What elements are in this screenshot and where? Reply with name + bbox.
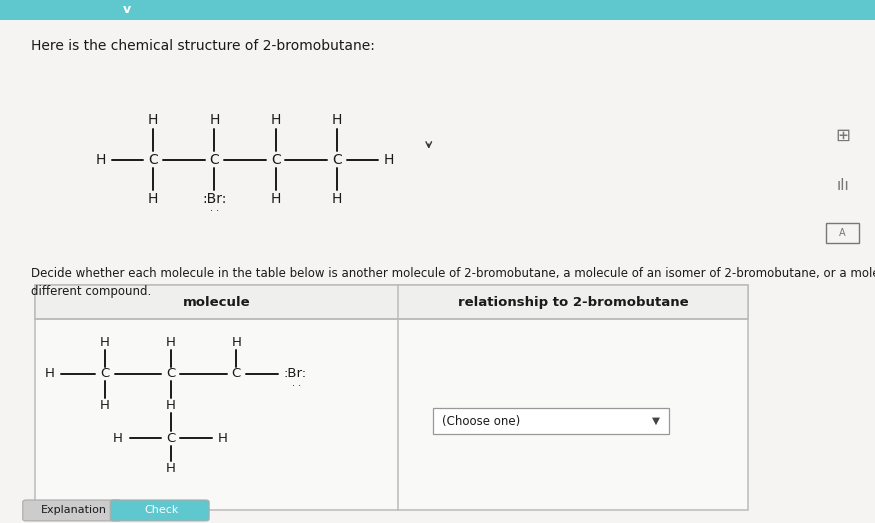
Text: C: C (101, 368, 109, 380)
Text: H: H (231, 336, 242, 349)
Text: ılı: ılı (836, 178, 849, 193)
Text: H: H (165, 336, 176, 349)
Text: C: C (332, 153, 342, 166)
Text: H: H (270, 192, 281, 206)
Bar (0, 0, 875, 20)
Text: v: v (123, 4, 131, 16)
FancyBboxPatch shape (110, 500, 209, 521)
Text: :Br:: :Br: (202, 192, 227, 206)
FancyBboxPatch shape (23, 500, 122, 521)
Text: H: H (96, 153, 106, 166)
Text: C: C (166, 432, 175, 445)
Text: C: C (166, 368, 175, 380)
Bar (35, 285, 748, 319)
Text: H: H (384, 153, 394, 166)
Text: :Br:: :Br: (284, 368, 307, 380)
Text: H: H (165, 462, 176, 474)
Bar (35, 285, 748, 510)
Text: · ·: · · (210, 206, 219, 217)
Bar (433, 408, 669, 434)
Text: H: H (100, 399, 110, 412)
Text: C: C (232, 368, 241, 380)
Text: H: H (148, 113, 158, 127)
Text: H: H (45, 368, 54, 380)
Text: H: H (209, 113, 220, 127)
Text: A: A (839, 228, 846, 238)
Text: Check: Check (144, 505, 179, 516)
Text: molecule: molecule (183, 295, 250, 309)
Text: Decide whether each molecule in the table below is another molecule of 2-bromobu: Decide whether each molecule in the tabl… (31, 267, 875, 298)
Text: · ·: · · (291, 381, 301, 392)
Text: ▼: ▼ (652, 416, 661, 426)
Text: H: H (148, 192, 158, 206)
Text: C: C (148, 153, 158, 166)
Text: H: H (270, 113, 281, 127)
Text: H: H (165, 399, 176, 412)
Text: ⊞: ⊞ (835, 127, 850, 145)
Text: H: H (100, 336, 110, 349)
Text: H: H (218, 432, 228, 445)
Text: H: H (332, 113, 342, 127)
Text: Here is the chemical structure of 2-bromobutane:: Here is the chemical structure of 2-brom… (31, 39, 374, 53)
Text: H: H (113, 432, 123, 445)
Text: C: C (209, 153, 220, 166)
Text: C: C (270, 153, 281, 166)
Text: Explanation: Explanation (41, 505, 108, 516)
Text: H: H (332, 192, 342, 206)
Text: (Choose one): (Choose one) (442, 415, 520, 427)
Text: relationship to 2-bromobutane: relationship to 2-bromobutane (458, 295, 689, 309)
